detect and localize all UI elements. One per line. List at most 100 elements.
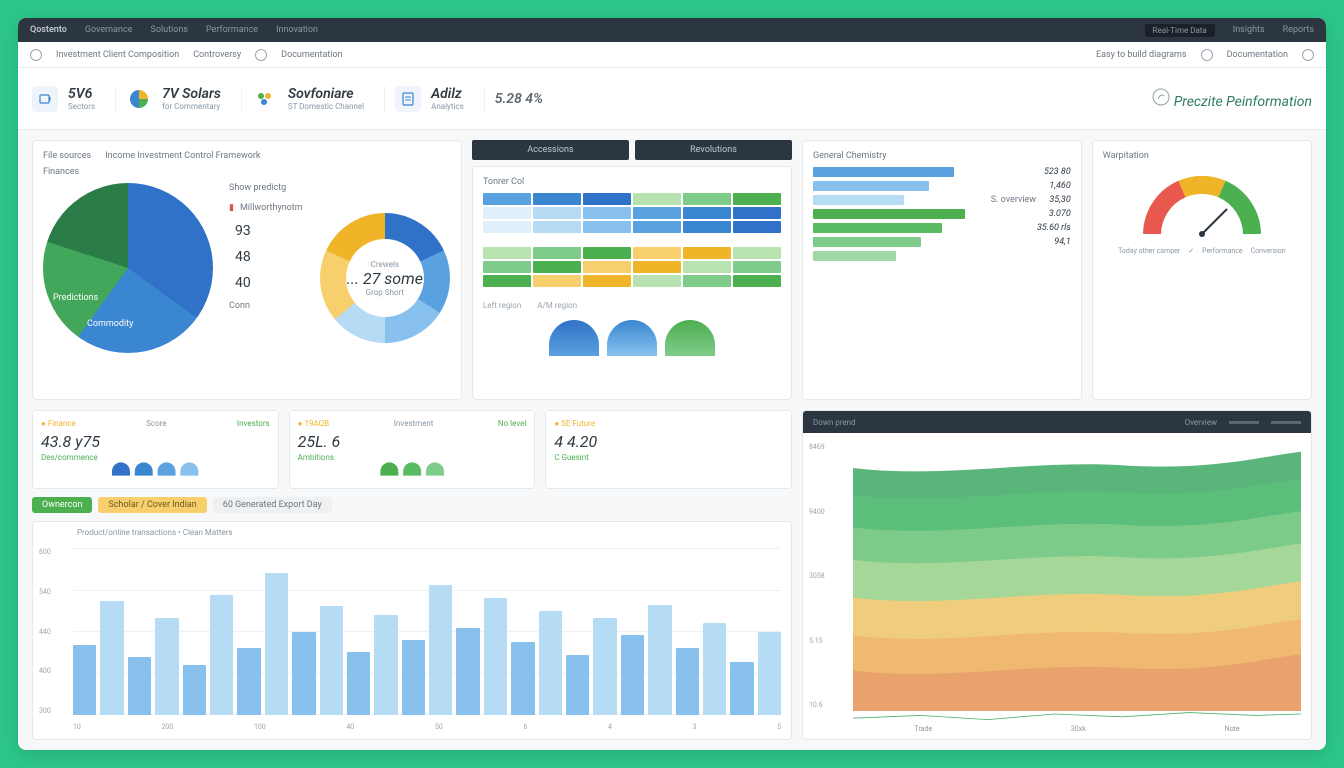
donut-big: ... 27 some xyxy=(347,269,423,288)
heat-cell xyxy=(683,261,731,273)
stat-line: 3.070 xyxy=(991,209,1071,219)
legend-value: 48 xyxy=(235,249,251,265)
donut-chart: Crewels ... 27 some Grop Short xyxy=(320,213,450,343)
stat-line: S. overview35,30 xyxy=(991,195,1071,205)
filter-pill[interactable]: Ownercon xyxy=(32,497,92,513)
heatmap xyxy=(483,247,781,287)
bottom-left: ● FinanceScoreInvestors43.8 y75Des/comme… xyxy=(32,410,792,740)
stat-card: ● SE Future4 4.20C Guesint xyxy=(545,410,792,489)
heat-cell xyxy=(483,221,531,233)
gauge-footer: Conversion xyxy=(1251,247,1286,255)
stat-line: 1,460 xyxy=(991,181,1071,191)
kpi-value: 5V6 xyxy=(68,86,95,102)
nav-item[interactable]: Solutions xyxy=(150,25,188,35)
stat-card: ● 19AQBInvestmentNo level25L. 6Ambitions xyxy=(289,410,536,489)
heat-cell xyxy=(633,193,681,205)
heat-cell xyxy=(533,221,581,233)
kpi-solars: 7V Solarsfor Commentary xyxy=(126,86,242,112)
kpi-label: Analytics xyxy=(431,102,464,111)
axis-label: 300 xyxy=(39,707,51,715)
subnav-item[interactable]: Documentation xyxy=(281,50,342,60)
axis-label: 10.6 xyxy=(809,701,825,709)
heat-cell xyxy=(733,193,781,205)
area-toolbar: Down prend Overview xyxy=(803,411,1311,433)
tab-revolutions[interactable]: Revolutions xyxy=(635,140,792,160)
axis-label: 4 xyxy=(608,723,612,731)
heat-cell xyxy=(683,221,731,233)
kpi-label: Sectors xyxy=(68,102,95,111)
monitor-icon xyxy=(1201,49,1213,61)
axis-label: 540 xyxy=(39,588,51,596)
dots-icon xyxy=(252,86,278,112)
stat-line: 523 80 xyxy=(991,167,1071,177)
axis-label: Trade xyxy=(914,725,932,733)
heat-cell xyxy=(683,193,731,205)
heatmap-footer: Left region xyxy=(483,301,521,310)
filter-pill[interactable]: 60 Generated Export Day xyxy=(213,497,332,513)
subnav-item[interactable]: Documentation xyxy=(1227,50,1288,60)
heat-cell xyxy=(733,221,781,233)
heat-cell xyxy=(583,221,631,233)
nav-right[interactable]: Reports xyxy=(1283,25,1314,35)
heat-cell xyxy=(483,193,531,205)
toolbar-item[interactable]: Overview xyxy=(1185,418,1217,427)
heat-cell xyxy=(633,275,681,287)
heat-cell xyxy=(533,275,581,287)
hbar xyxy=(813,237,921,247)
heatmap xyxy=(483,193,781,233)
kpi-adilz: AdilzAnalytics xyxy=(395,86,485,112)
axis-label: 40 xyxy=(346,723,354,731)
tab[interactable]: Income Investment Control Framework xyxy=(105,151,260,161)
subnav-item[interactable]: Investment Client Composition xyxy=(56,50,179,60)
pie-card: File sources Income Investment Control F… xyxy=(32,140,462,400)
kpi-value: Sovfoniare xyxy=(288,86,364,102)
kpi-label: for Commentary xyxy=(162,102,221,111)
filter-pill[interactable]: Scholar / Cover Indian xyxy=(98,497,206,513)
axis-label: 600 xyxy=(39,548,51,556)
slice-label: Predictions xyxy=(53,293,98,303)
nav-item[interactable]: Governance xyxy=(85,25,133,35)
realtime-button[interactable]: Real-Time Data xyxy=(1145,24,1215,37)
right-top: General Chemistry 523 801,460S. overview… xyxy=(802,140,1312,400)
area-chart xyxy=(853,441,1301,711)
subnav-item[interactable]: Easy to build diagrams xyxy=(1096,50,1187,60)
kpi-label: ST Domestic Channel xyxy=(288,102,364,111)
heat-cell xyxy=(733,207,781,219)
toolbar-item[interactable]: Down prend xyxy=(813,418,856,427)
donut-top: Crewels xyxy=(371,260,399,269)
kpi-value: Adilz xyxy=(431,86,464,102)
heatmap-footer: A/M region xyxy=(537,301,577,310)
subnav-item[interactable]: Controversy xyxy=(193,50,241,60)
axis-label: 3 xyxy=(693,723,697,731)
sync-icon xyxy=(255,49,267,61)
gauge-footer: Today other camper xyxy=(1118,247,1180,255)
tab-accessions[interactable]: Accessions xyxy=(472,140,629,160)
axis-label: 30xk xyxy=(1071,725,1086,733)
axis-label: 6 xyxy=(523,723,527,731)
heat-cell xyxy=(583,247,631,259)
doc-icon xyxy=(395,86,421,112)
kpi-sectors: 5V6Sectors xyxy=(32,86,116,112)
card-tabs: File sources Income Investment Control F… xyxy=(43,151,451,161)
line-overlay xyxy=(73,548,781,740)
leaf-icon xyxy=(1152,91,1170,110)
legend-text: Conn xyxy=(229,301,250,311)
globe-icon xyxy=(30,49,42,61)
mid-column: Accessions Revolutions Tonrer Col Left r… xyxy=(472,140,792,400)
nav-item[interactable]: Performance xyxy=(206,25,258,35)
heat-cell xyxy=(633,221,681,233)
performance-badge: Preczite Peinformation xyxy=(1152,88,1312,110)
heat-cell xyxy=(683,247,731,259)
nav-item[interactable]: Innovation xyxy=(276,25,318,35)
arches xyxy=(483,320,781,356)
axis-label: 400 xyxy=(39,667,51,675)
axis-label: 5 xyxy=(777,723,781,731)
barchart-card: Product/online transactions • Clean Matt… xyxy=(32,521,792,740)
tab[interactable]: File sources xyxy=(43,151,91,161)
gauge-card: Warpitation Today other camper ✓Performa… xyxy=(1092,140,1312,400)
app-window: Qostento Governance Solutions Performanc… xyxy=(18,18,1326,750)
brand: Qostento xyxy=(30,25,67,35)
bell-icon[interactable] xyxy=(1302,49,1314,61)
nav-right[interactable]: Insights xyxy=(1233,25,1265,35)
heat-cell xyxy=(633,261,681,273)
